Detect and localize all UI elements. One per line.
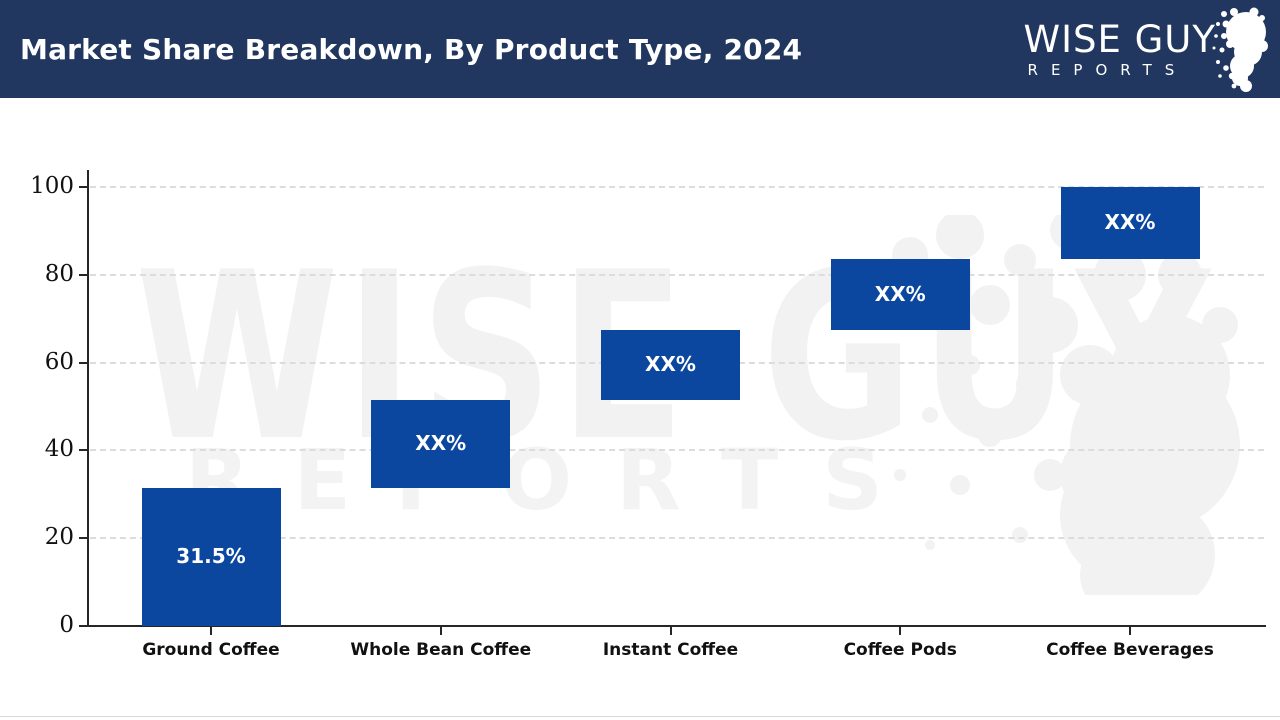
- x-tick-mark: [669, 627, 672, 635]
- y-tick-mark: [79, 537, 87, 540]
- y-tick-label: 100: [30, 173, 74, 199]
- page-title: Market Share Breakdown, By Product Type,…: [20, 32, 803, 66]
- wiseguy-logo: WISE GUY REPORTS: [1024, 6, 1268, 92]
- logo-subtext: REPORTS: [1027, 60, 1188, 79]
- y-tick-label: 80: [44, 260, 74, 287]
- figure-bottom-border: [0, 716, 1280, 717]
- category-label-3: Instant Coffee: [602, 640, 739, 660]
- logo-face-icon: [1212, 7, 1268, 92]
- y-tick-mark: [79, 186, 87, 188]
- y-axis-line: [87, 170, 89, 626]
- x-tick-mark: [1129, 627, 1131, 635]
- bar-coffee-pods: [830, 259, 970, 330]
- category-label-2: Whole Bean Coffee: [350, 640, 532, 660]
- y-tick-mark: [79, 361, 87, 364]
- bar-whole-bean-coffee: [371, 399, 511, 488]
- bar-value-label: 31.5%: [176, 543, 246, 568]
- bar-value-label: XX%: [1104, 210, 1156, 235]
- y-tick-mark: [79, 449, 87, 452]
- bar-value-label: XX%: [415, 430, 467, 455]
- bar-instant-coffee: [601, 329, 740, 400]
- y-tick-mark: [79, 273, 87, 276]
- gridline-20: [90, 537, 1264, 540]
- watermark-subtext: REPORTS: [185, 431, 927, 529]
- category-label-4: Coffee Pods: [843, 640, 957, 660]
- gridline-100: [90, 186, 1264, 188]
- gridline-80: [90, 273, 1264, 276]
- bar-ground-coffee: [141, 487, 281, 626]
- x-tick-mark: [899, 627, 902, 635]
- y-tick-mark: [79, 625, 87, 627]
- header-bar: Market Share Breakdown, By Product Type,…: [0, 0, 1280, 98]
- logo-wordmark: WISE GUY: [1023, 17, 1216, 61]
- bar-value-label: XX%: [645, 351, 696, 376]
- x-tick-mark: [439, 627, 442, 635]
- gridline-40: [90, 449, 1264, 452]
- bar-coffee-beverages: [1060, 187, 1200, 260]
- category-label-5: Coffee Beverages: [1046, 640, 1214, 660]
- y-tick-label: 20: [44, 524, 74, 551]
- y-tick-label: 0: [59, 612, 74, 638]
- x-axis-line: [87, 625, 1266, 627]
- category-label-1: Ground Coffee: [142, 640, 280, 660]
- y-tick-label: 60: [44, 348, 74, 375]
- y-tick-label: 40: [44, 436, 74, 463]
- bar-value-label: XX%: [874, 281, 926, 306]
- x-tick-mark: [210, 627, 212, 635]
